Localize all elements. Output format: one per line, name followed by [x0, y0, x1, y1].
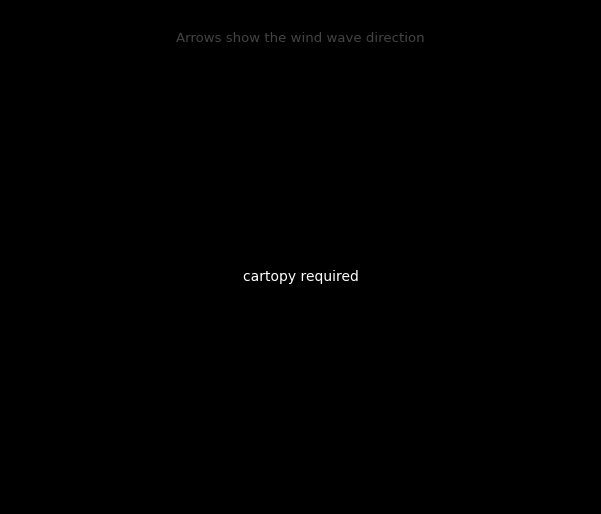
Text: cartopy required: cartopy required: [243, 270, 358, 284]
Text: Secondary Swell energy on Saturday 22 Mar at 11am +11: Secondary Swell energy on Saturday 22 Ma…: [47, 7, 554, 25]
Text: Arrows show the wind wave direction: Arrows show the wind wave direction: [176, 31, 425, 45]
